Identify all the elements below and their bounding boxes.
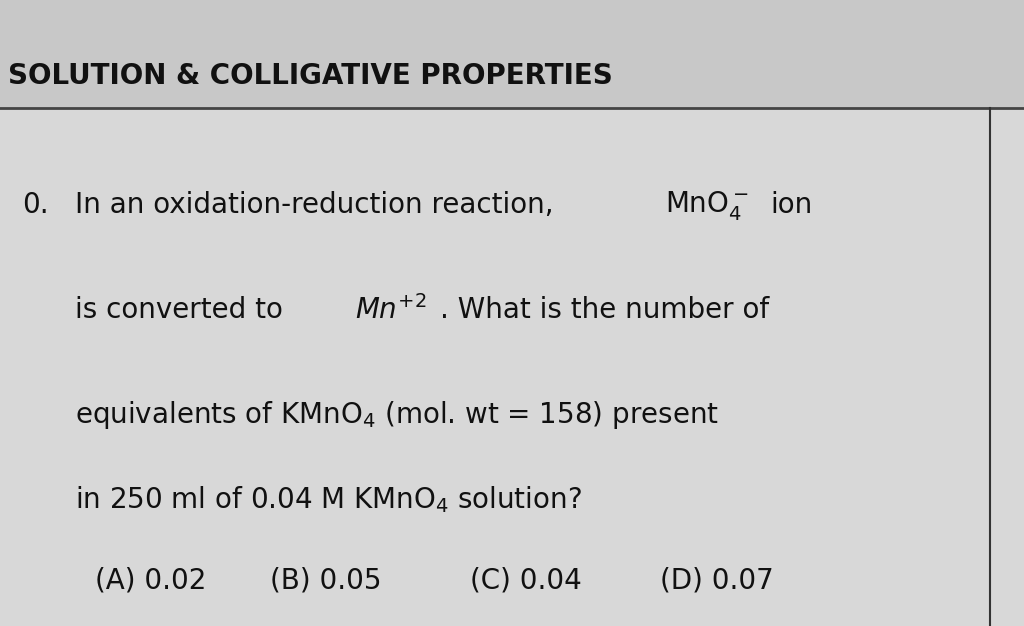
Text: is converted to: is converted to	[75, 296, 283, 324]
Text: (D) 0.07: (D) 0.07	[660, 566, 774, 594]
Text: $\mathrm{MnO}_4^-$: $\mathrm{MnO}_4^-$	[665, 188, 749, 222]
Text: . What is the number of: . What is the number of	[440, 296, 769, 324]
Text: SOLUTION & COLLIGATIVE PROPERTIES: SOLUTION & COLLIGATIVE PROPERTIES	[8, 62, 612, 90]
Text: (B) 0.05: (B) 0.05	[270, 566, 382, 594]
Bar	[0, 108, 1024, 626]
Text: In an oxidation-reduction reaction,: In an oxidation-reduction reaction,	[75, 191, 554, 219]
Text: (A) 0.02: (A) 0.02	[95, 566, 207, 594]
Text: 0.: 0.	[22, 191, 48, 219]
Text: (C) 0.04: (C) 0.04	[470, 566, 582, 594]
Text: equivalents of $\mathrm{KMnO}_4$ (mol. wt = 158) present: equivalents of $\mathrm{KMnO}_4$ (mol. w…	[75, 399, 719, 431]
Text: in 250 ml of 0.04 M $\mathrm{KMnO}_4$ solution?: in 250 ml of 0.04 M $\mathrm{KMnO}_4$ so…	[75, 485, 582, 515]
Bar	[0, 0, 1024, 108]
Text: $\mathit{Mn}^{+2}$: $\mathit{Mn}^{+2}$	[355, 295, 426, 325]
Text: ion: ion	[770, 191, 812, 219]
